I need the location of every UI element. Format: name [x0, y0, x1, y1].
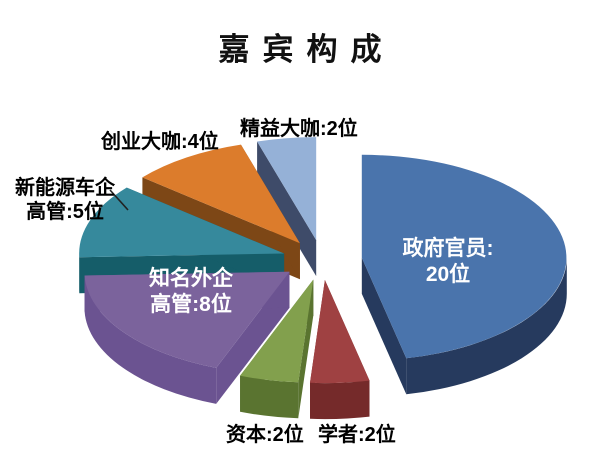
pie-slice-4-top — [79, 187, 285, 258]
slice-label-lean-experts: 精益大咖:2位 — [240, 118, 358, 140]
pie-slice-1-top — [310, 280, 370, 384]
slice-label-government-officials: 政府官员: 20位 — [402, 237, 494, 286]
pie-slice-6-cut-face-0 — [257, 141, 317, 277]
slice-label-nev-executives: 新能源车企 高管:5位 — [15, 177, 115, 223]
slice-label-scholars: 学者:2位 — [318, 424, 396, 446]
pie-slice-0-cut-face-1 — [361, 257, 407, 395]
chart-title: 嘉宾构成 — [218, 32, 395, 67]
pie-slice-5-top — [142, 144, 300, 244]
slice-label-capital: 资本:2位 — [226, 424, 304, 446]
pie-slice-3-rim — [84, 275, 217, 404]
label-leader-line — [109, 189, 129, 211]
pie-slice-0-top — [361, 154, 567, 359]
pie-slice-0-rim — [406, 257, 567, 395]
pie-slice-1-rim — [310, 380, 370, 420]
slice-label-startup-leaders: 创业大咖:4位 — [101, 131, 219, 153]
slice-label-foreign-executives: 知名外企 高管:8位 — [149, 267, 233, 316]
pie-slice-2-top — [240, 279, 314, 383]
pie-slice-6-top — [257, 137, 317, 241]
pie-slice-3-top — [84, 271, 290, 368]
pie-slice-2-rim — [240, 375, 299, 419]
